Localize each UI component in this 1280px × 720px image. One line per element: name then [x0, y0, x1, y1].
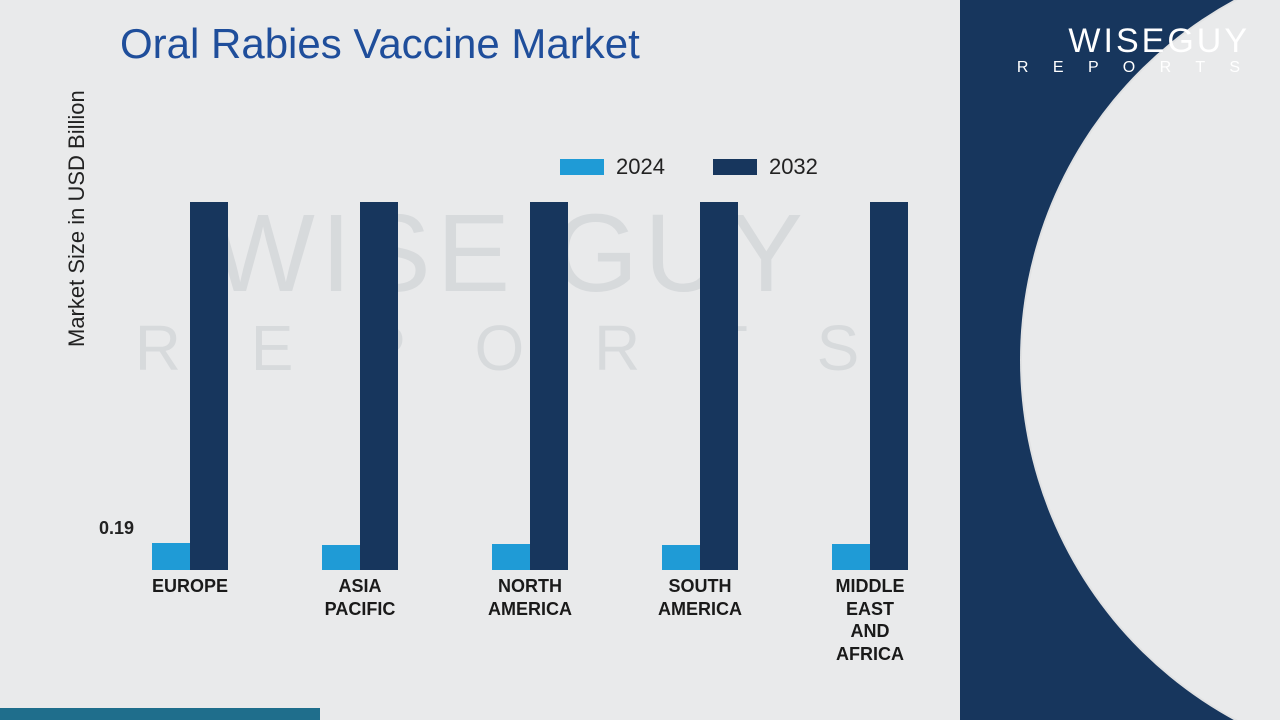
y-axis-label: Market Size in USD Billion — [64, 90, 90, 347]
legend-label-2024: 2024 — [616, 154, 665, 180]
bar-2032 — [530, 202, 568, 570]
x-label: NORTHAMERICA — [460, 575, 600, 620]
x-label: MIDDLEEASTANDAFRICA — [800, 575, 940, 665]
bar-2024 — [322, 545, 360, 570]
brand-line2: R E P O R T S — [1017, 59, 1250, 77]
bar-2024 — [152, 543, 190, 570]
legend-item-2032: 2032 — [713, 154, 818, 180]
bar-2032 — [700, 202, 738, 570]
bar-2024 — [492, 544, 530, 570]
bar-group — [470, 202, 590, 570]
bar-2024 — [832, 544, 870, 570]
legend-swatch-2032 — [713, 159, 757, 175]
value-label: 0.19 — [90, 518, 134, 539]
brand-line1a: WISE — [1068, 22, 1167, 60]
brand-logo: WISEGUY R E P O R T S — [1017, 22, 1250, 77]
x-label: EUROPE — [120, 575, 260, 598]
brand-line1b: GUY — [1167, 22, 1250, 60]
bar-chart: 0.19 — [130, 195, 980, 570]
footer-accent-bar — [0, 708, 320, 720]
bar-group — [810, 202, 930, 570]
bar-2032 — [360, 202, 398, 570]
x-label: SOUTHAMERICA — [630, 575, 770, 620]
x-label: ASIAPACIFIC — [290, 575, 430, 620]
legend-item-2024: 2024 — [560, 154, 665, 180]
bar-2024 — [662, 545, 700, 570]
legend-label-2032: 2032 — [769, 154, 818, 180]
bar-group — [640, 202, 760, 570]
bar-group: 0.19 — [130, 202, 250, 570]
chart-container: WISEGUY R E P O R T S Oral Rabies Vaccin… — [0, 0, 1280, 720]
legend-swatch-2024 — [560, 159, 604, 175]
legend: 2024 2032 — [560, 154, 818, 180]
page-title: Oral Rabies Vaccine Market — [120, 20, 640, 68]
bar-2032 — [870, 202, 908, 570]
bar-group — [300, 202, 420, 570]
bar-2032 — [190, 202, 228, 570]
